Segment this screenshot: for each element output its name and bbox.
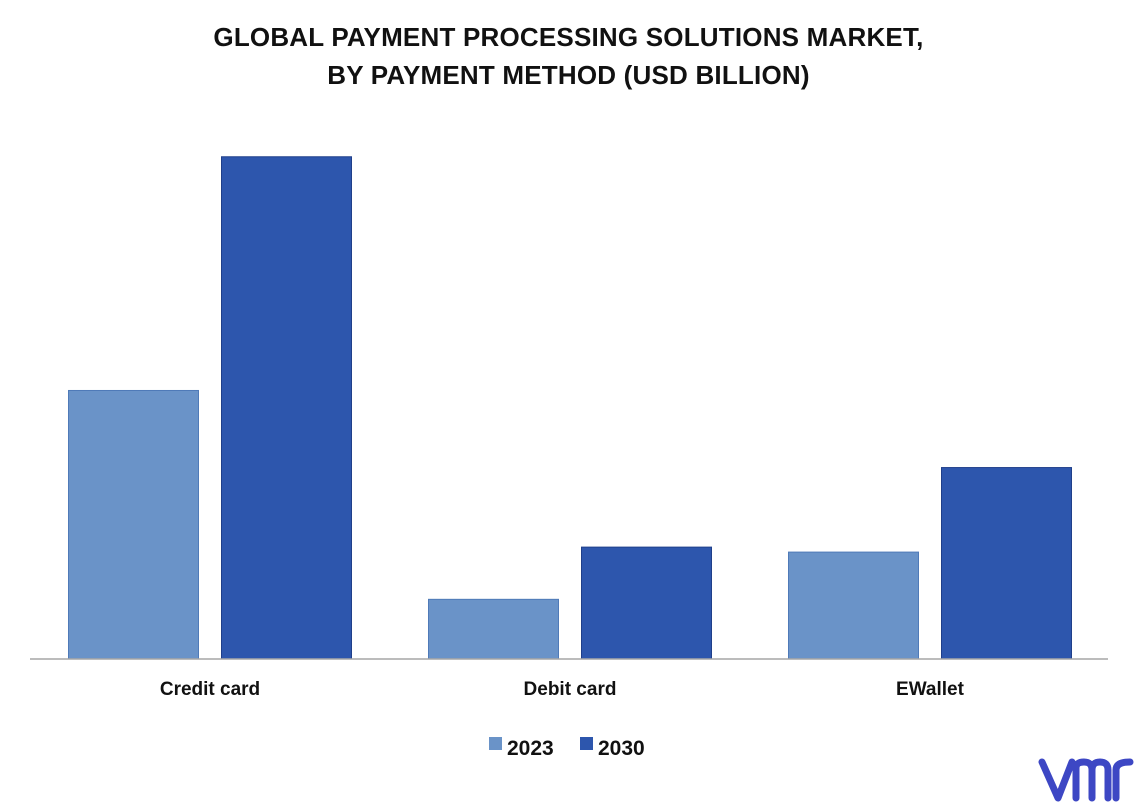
x-tick-label: EWallet — [896, 679, 965, 700]
legend-label-2023: 2023 — [507, 737, 554, 760]
legend: 2023 2030 — [489, 737, 645, 760]
chart-title-line-1: GLOBAL PAYMENT PROCESSING SOLUTIONS MARK… — [213, 22, 924, 52]
vmr-logo — [1038, 758, 1134, 802]
bar-2023-debit-card — [428, 598, 559, 660]
vmr-logo-mark — [1038, 758, 1134, 802]
bars-group — [68, 156, 1072, 660]
x-tick-label: Debit card — [524, 679, 617, 700]
bar-2030-credit-card — [221, 156, 352, 660]
bar-2023-ewallet — [788, 551, 919, 660]
legend-label-2030: 2030 — [598, 737, 645, 760]
bar-2030-ewallet — [941, 467, 1072, 660]
bar-2023-credit-card — [68, 389, 199, 660]
bar-2030-debit-card — [581, 546, 712, 660]
legend-swatch-2030 — [580, 737, 593, 750]
x-tick-labels: Credit card Debit card EWallet — [160, 679, 965, 700]
chart-title-line-2: BY PAYMENT METHOD (USD BILLION) — [327, 60, 810, 90]
x-tick-label: Credit card — [160, 679, 260, 700]
chart-title: GLOBAL PAYMENT PROCESSING SOLUTIONS MARK… — [0, 18, 1137, 94]
legend-swatch-2023 — [489, 737, 502, 750]
